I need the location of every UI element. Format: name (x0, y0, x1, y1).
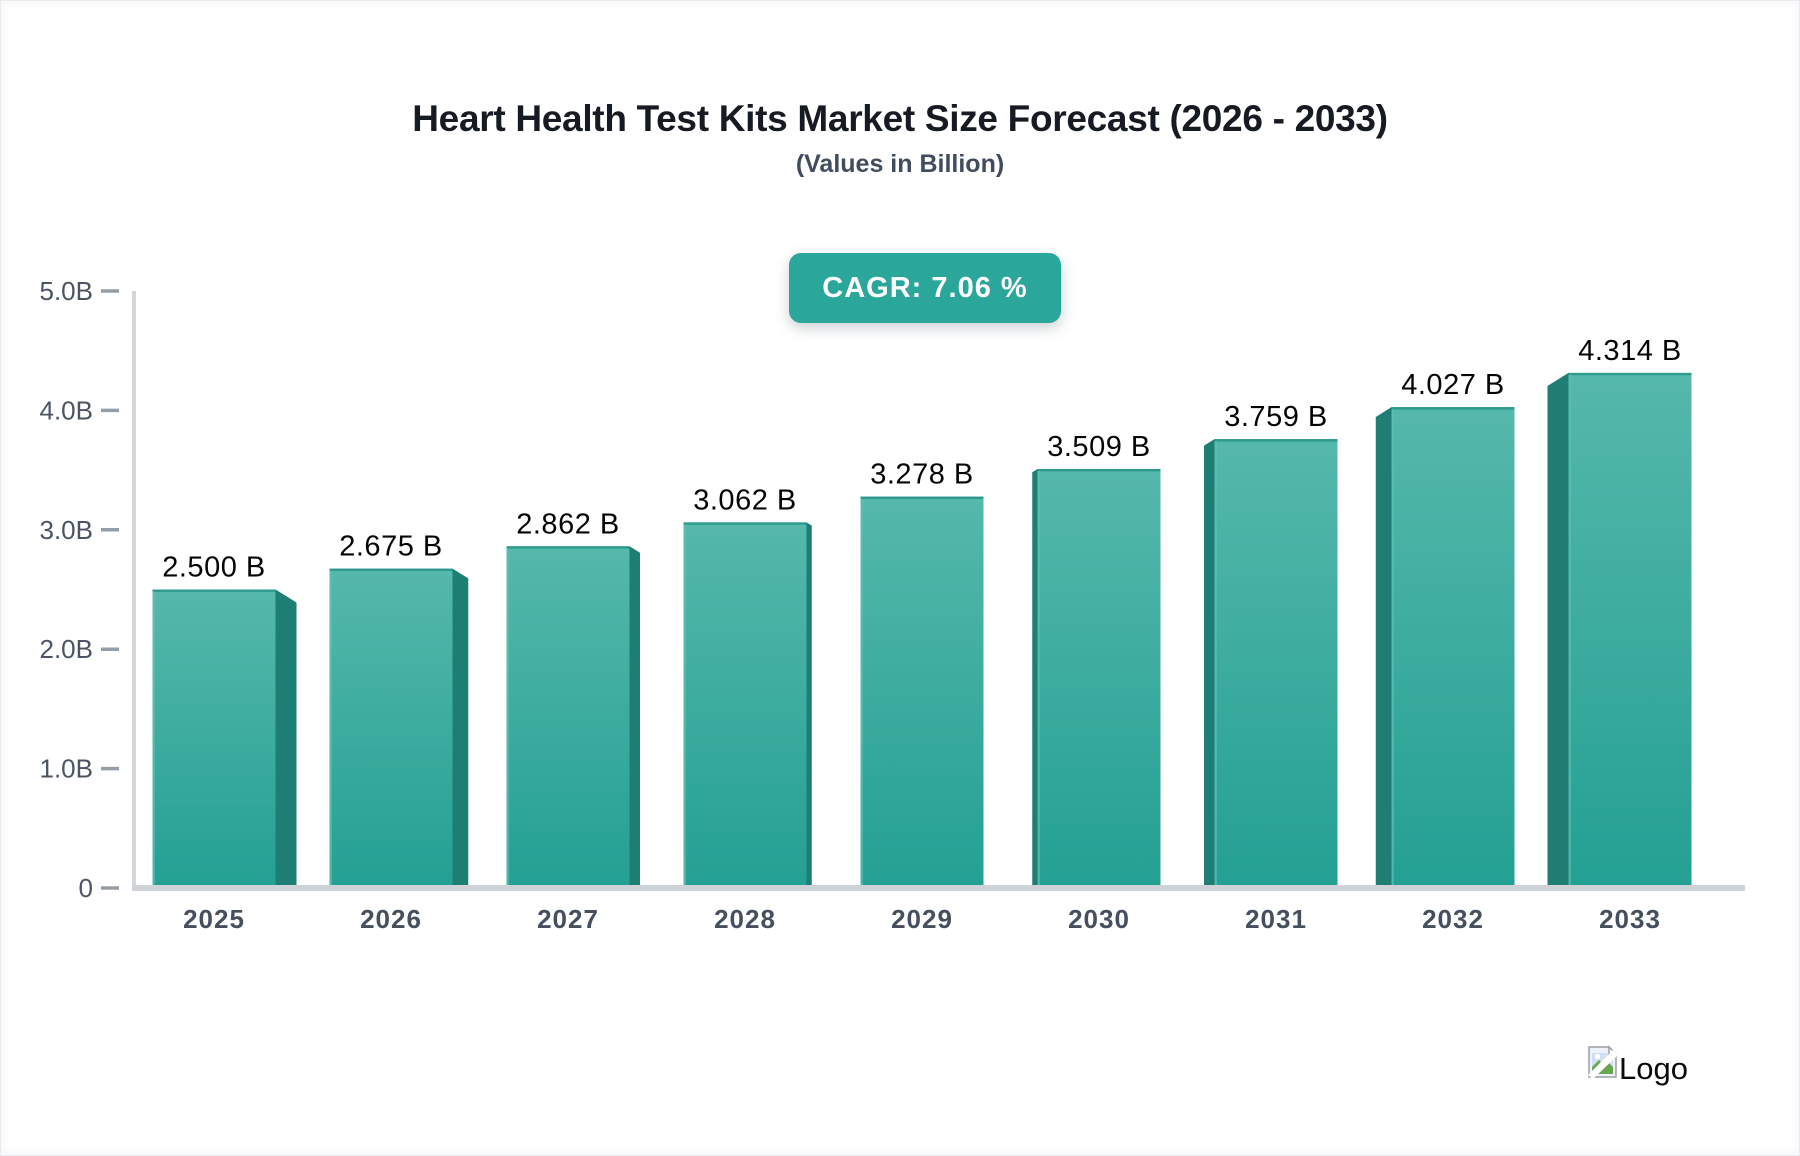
bar-value-label: 3.759 B (1224, 401, 1327, 433)
bar-side-face (629, 546, 640, 888)
x-tick-label: 2025 (183, 904, 245, 934)
bar-value-label: 3.509 B (1047, 431, 1150, 463)
x-tick-label: 2027 (537, 904, 599, 934)
x-axis-line (132, 885, 1745, 891)
bar-side-face (1204, 439, 1215, 888)
bar-side-face (806, 522, 812, 888)
bar-group-2033: 4.314 B (1547, 335, 1692, 888)
bar-value-label: 2.862 B (516, 508, 619, 540)
y-tick-label: 2.0B (40, 634, 94, 664)
bar-group-2031: 3.759 B (1204, 401, 1338, 888)
bar-side-face (1375, 407, 1392, 888)
x-tick-label: 2032 (1422, 904, 1484, 934)
broken-image-icon (1587, 1045, 1618, 1087)
y-tick-label: 4.0B (40, 395, 94, 425)
chart-subtitle: (Values in Billion) (795, 150, 1005, 178)
y-axis-line (132, 291, 136, 891)
bar-group-2028: 3.062 B (683, 484, 812, 888)
bar-group-2030: 3.509 B (1032, 431, 1161, 888)
bar (1391, 407, 1515, 888)
bar-group-2027: 2.862 B (506, 508, 640, 888)
logo: Logo (1587, 1043, 1688, 1087)
x-tick-label: 2033 (1599, 904, 1661, 934)
x-tick-label: 2028 (714, 904, 776, 934)
x-tick-label: 2030 (1068, 904, 1130, 934)
bar (1037, 469, 1161, 888)
x-tick-label: 2031 (1245, 904, 1307, 934)
bar (506, 546, 630, 888)
bar (1568, 372, 1692, 888)
bar-value-label: 3.062 B (693, 484, 796, 516)
bar-side-face (1547, 372, 1569, 888)
bar-value-label: 2.500 B (162, 552, 265, 584)
bar-side-face (452, 568, 469, 888)
bar-value-label: 4.314 B (1578, 335, 1681, 367)
y-tick-label: 3.0B (40, 515, 94, 545)
cagr-badge: CAGR: 7.06 % (789, 253, 1061, 323)
y-tick-label: 1.0B (40, 754, 94, 784)
bar-value-label: 3.278 B (870, 459, 973, 491)
bar (329, 568, 453, 888)
cagr-badge-label: CAGR: 7.06 % (822, 271, 1028, 304)
bar (683, 522, 807, 888)
logo-text: Logo (1619, 1050, 1688, 1086)
x-tick-label: 2029 (891, 904, 953, 934)
bar-group-2026: 2.675 B (329, 531, 469, 888)
bar (152, 589, 276, 888)
chart-title: Heart Health Test Kits Market Size Forec… (412, 98, 1388, 139)
bar-value-label: 2.675 B (339, 531, 442, 563)
y-tick-label: 0 (79, 873, 93, 903)
bar-group-2029: 3.278 B (860, 459, 984, 888)
bar-side-face (275, 589, 297, 888)
y-tick-label: 5.0B (40, 276, 94, 306)
x-tick-label: 2026 (360, 904, 422, 934)
bar (860, 496, 984, 888)
bar-value-label: 4.027 B (1401, 369, 1504, 401)
bar-group-2032: 4.027 B (1375, 369, 1515, 888)
bar (1214, 439, 1338, 888)
bar-side-face (1032, 469, 1038, 888)
bar-group-2025: 2.500 B (152, 552, 297, 888)
